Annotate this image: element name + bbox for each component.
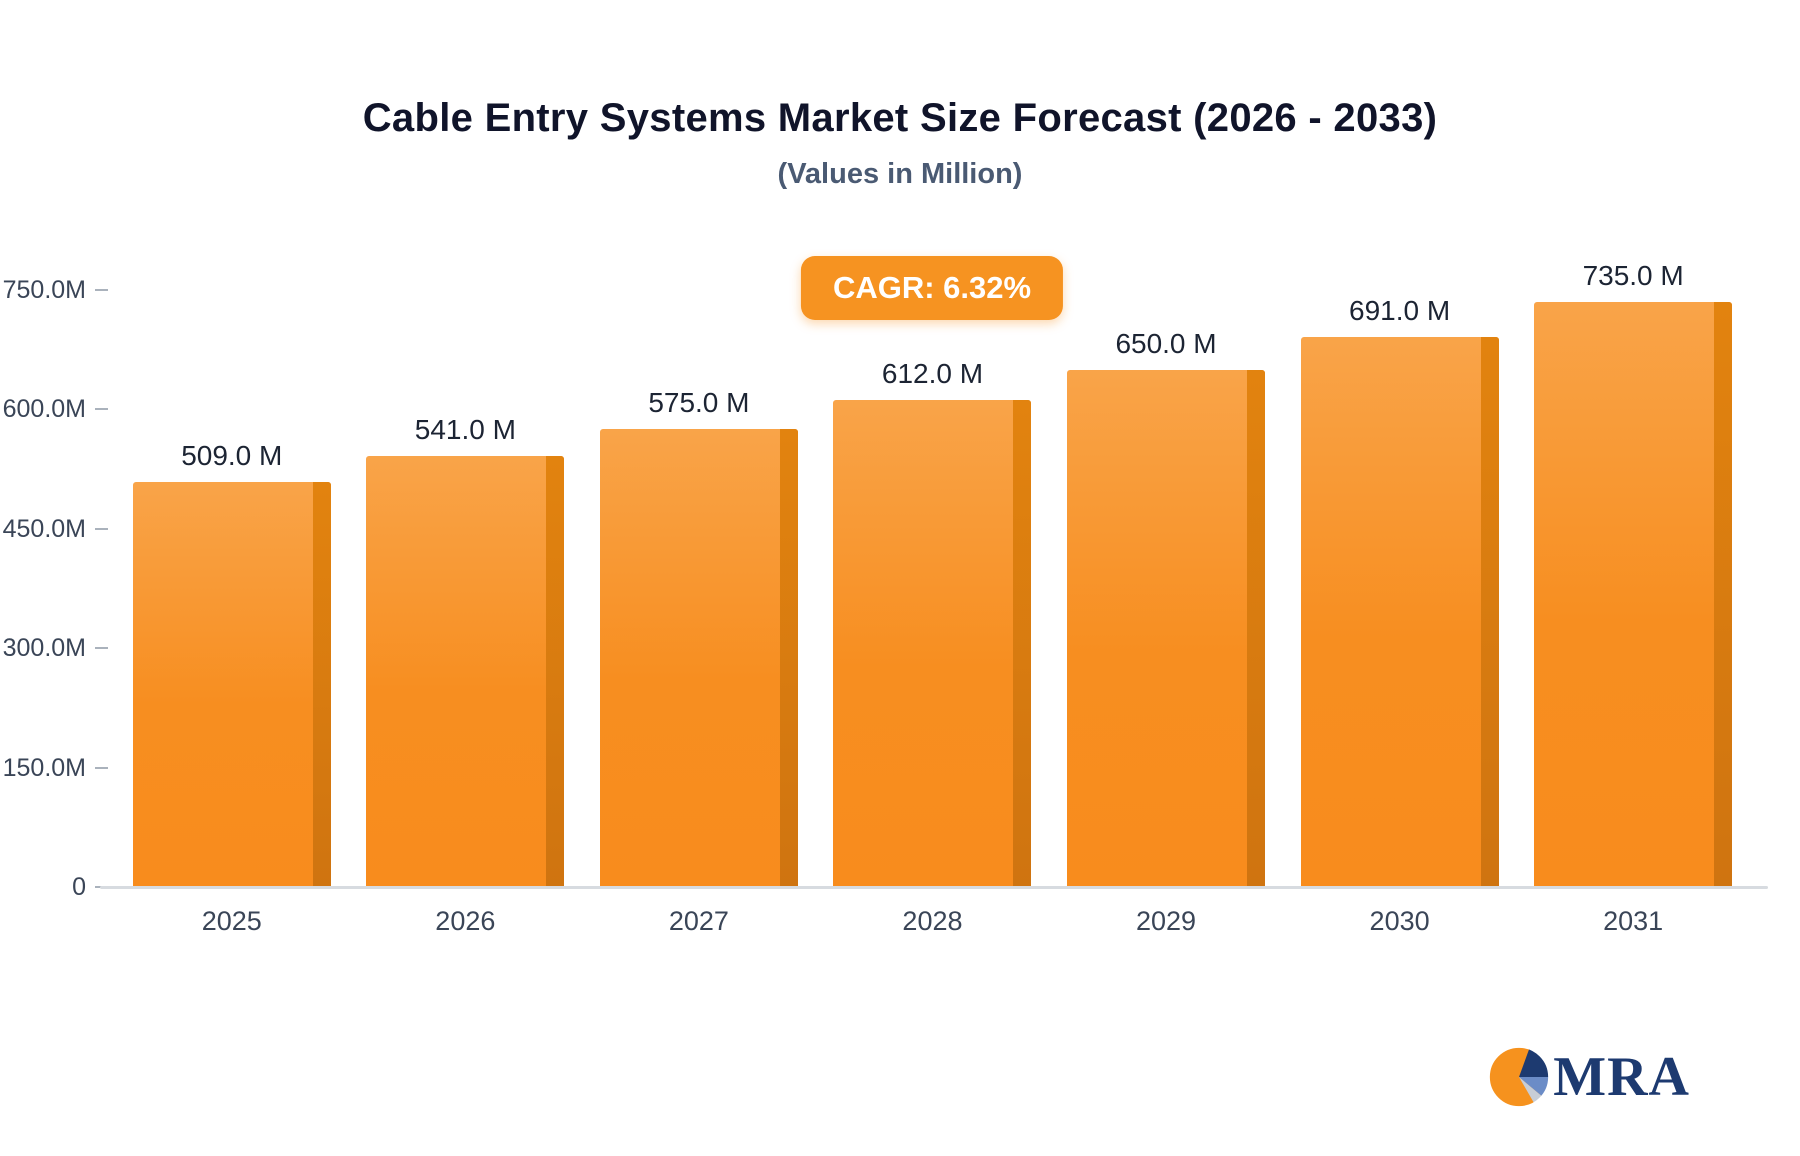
bar-side-shade (1714, 301, 1733, 887)
x-axis-label: 2028 (902, 906, 963, 936)
x-axis-label: 2030 (1369, 906, 1430, 936)
bar-side-shade (779, 429, 798, 887)
chart-subtitle: (Values in Million) (777, 158, 1023, 190)
bar-side-shade (546, 456, 565, 887)
bar-group-2025: 509.0 M (115, 440, 348, 887)
y-axis-tick (95, 289, 108, 291)
y-axis-label: 750.0M (2, 276, 86, 304)
x-axis-label: 2025 (201, 906, 262, 936)
bar-value-label: 735.0 M (1582, 259, 1684, 291)
bar-value-label: 691.0 M (1349, 294, 1451, 326)
bar-side-shade (1247, 369, 1266, 887)
bar-value-label: 509.0 M (181, 439, 283, 471)
x-axis-label: 2031 (1603, 906, 1664, 936)
x-axis-labels: 2025 2026 2027 2028 2029 2030 2031 (115, 906, 1750, 937)
y-axis-tick (95, 408, 108, 411)
bar-2025 (132, 481, 331, 887)
bar-2030 (1300, 336, 1499, 887)
y-axis-label: 450.0M (2, 514, 86, 543)
x-axis-label: 2029 (1135, 906, 1197, 936)
y-axis-label: 0 (72, 873, 86, 901)
y-axis-label: 150.0M (2, 753, 86, 782)
bar-value-label: 541.0 M (414, 414, 516, 446)
pie-logo-icon (1488, 1046, 1550, 1108)
bar-group-2026: 541.0 M (349, 414, 582, 887)
bar-group-2028: 612.0 M (816, 358, 1049, 887)
bar-side-shade (1013, 399, 1032, 887)
y-axis-tick (95, 647, 108, 650)
chart-title: Cable Entry Systems Market Size Forecast… (362, 96, 1438, 140)
x-axis-label: 2026 (435, 906, 496, 936)
bar-group-2029: 650.0 M (1050, 328, 1283, 887)
bar-side-shade (1480, 336, 1499, 887)
bar-group-2030: 691.0 M (1283, 295, 1516, 887)
bar-2027 (599, 429, 798, 887)
x-axis-line (100, 886, 1768, 889)
y-axis-tick (95, 766, 108, 769)
cagr-badge: CAGR: 6.32% (800, 256, 1064, 320)
bar-side-shade (312, 481, 331, 887)
bar-value-label: 612.0 M (881, 357, 984, 389)
y-axis-label: 300.0M (2, 634, 86, 663)
bar-2026 (366, 456, 565, 887)
bar-value-label: 650.0 M (1115, 327, 1217, 359)
y-axis-tick (95, 527, 108, 530)
y-axis-label: 600.0M (2, 395, 86, 424)
x-axis-label: 2027 (668, 906, 729, 936)
plot-area: 509.0 M 541.0 M 575.0 M 612.0 M 650.0 M 691.0… (115, 260, 1750, 887)
bar-2031 (1534, 301, 1733, 887)
y-axis: 0 150.0M 300.0M 450.0M 600.0M 750.0M (0, 276, 110, 901)
bar-value-label: 575.0 M (648, 387, 750, 419)
bar-2029 (1067, 369, 1266, 887)
brand-logo: MRA (1488, 1046, 1690, 1108)
logo-wordmark: MRA (1553, 1046, 1690, 1108)
bar-group-2031: 735.0 M (1517, 260, 1750, 887)
bar-group-2027: 575.0 M (582, 387, 815, 887)
bar-2028 (833, 399, 1032, 887)
